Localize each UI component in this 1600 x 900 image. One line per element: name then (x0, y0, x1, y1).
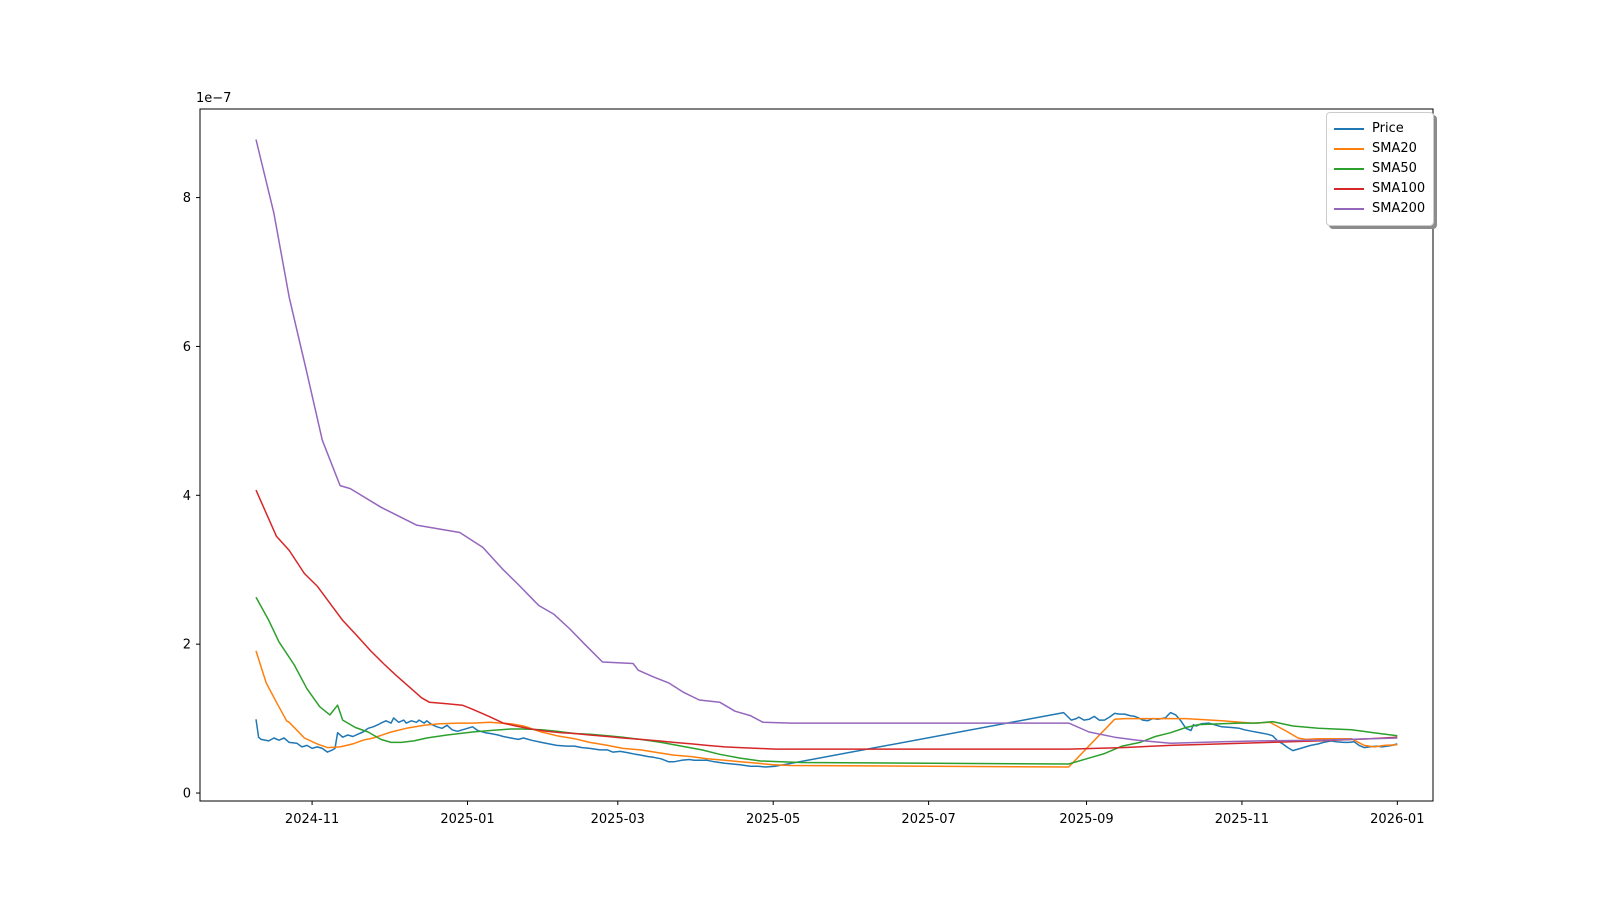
legend-label-sma200: SMA200 (1372, 201, 1426, 216)
x-tick-label-2025-05: 2025-05 (746, 812, 800, 827)
series-line-sma50 (255, 596, 1398, 765)
x-tick-label-2025-03: 2025-03 (591, 812, 645, 827)
y-tick-label-8: 8 (183, 191, 191, 206)
y-tick-label-0: 0 (183, 787, 191, 802)
legend-label-sma100: SMA100 (1372, 181, 1426, 196)
series-line-sma200 (255, 139, 1398, 744)
y-tick-label-6: 6 (183, 340, 191, 355)
axis-ticks: 2024-11 2025-01 2025-03 2025-05 2025-07 2025-… (183, 191, 1425, 827)
series-line-price (255, 711, 1398, 768)
x-tick-label-2025-09: 2025-09 (1059, 812, 1113, 827)
legend-label-sma20: SMA20 (1372, 141, 1417, 156)
y-tick-label-2: 2 (183, 638, 191, 653)
legend-line-swatch-sma200 (1334, 208, 1364, 210)
legend-item-sma50: SMA50 (1334, 159, 1425, 179)
x-tick-label-2025-01: 2025-01 (440, 812, 494, 827)
legend-label-sma50: SMA50 (1372, 161, 1417, 176)
legend-label-price: Price (1372, 121, 1404, 136)
x-tick-label-2024-11: 2024-11 (285, 812, 339, 827)
y-axis-offset-label: 1e−7 (196, 91, 231, 106)
legend-item-sma100: SMA100 (1334, 179, 1425, 199)
series-line-sma20 (255, 650, 1398, 768)
legend-item-sma20: SMA20 (1334, 139, 1425, 159)
legend-item-price: Price (1334, 119, 1425, 139)
series-lines (255, 139, 1398, 768)
legend-line-swatch-sma50 (1334, 168, 1364, 170)
legend-line-swatch-sma20 (1334, 148, 1364, 150)
x-tick-label-2025-07: 2025-07 (901, 812, 955, 827)
series-line-sma100 (255, 489, 1398, 750)
x-tick-label-2025-11: 2025-11 (1215, 812, 1269, 827)
y-tick-label-4: 4 (183, 489, 191, 504)
legend: Price SMA20 SMA50 SMA100 SMA200 (1326, 112, 1435, 226)
legend-item-sma200: SMA200 (1334, 199, 1425, 219)
legend-line-swatch-price (1334, 128, 1364, 130)
legend-line-swatch-sma100 (1334, 188, 1364, 190)
plot-border (199, 108, 1434, 802)
x-tick-label-2026-01: 2026-01 (1370, 812, 1424, 827)
